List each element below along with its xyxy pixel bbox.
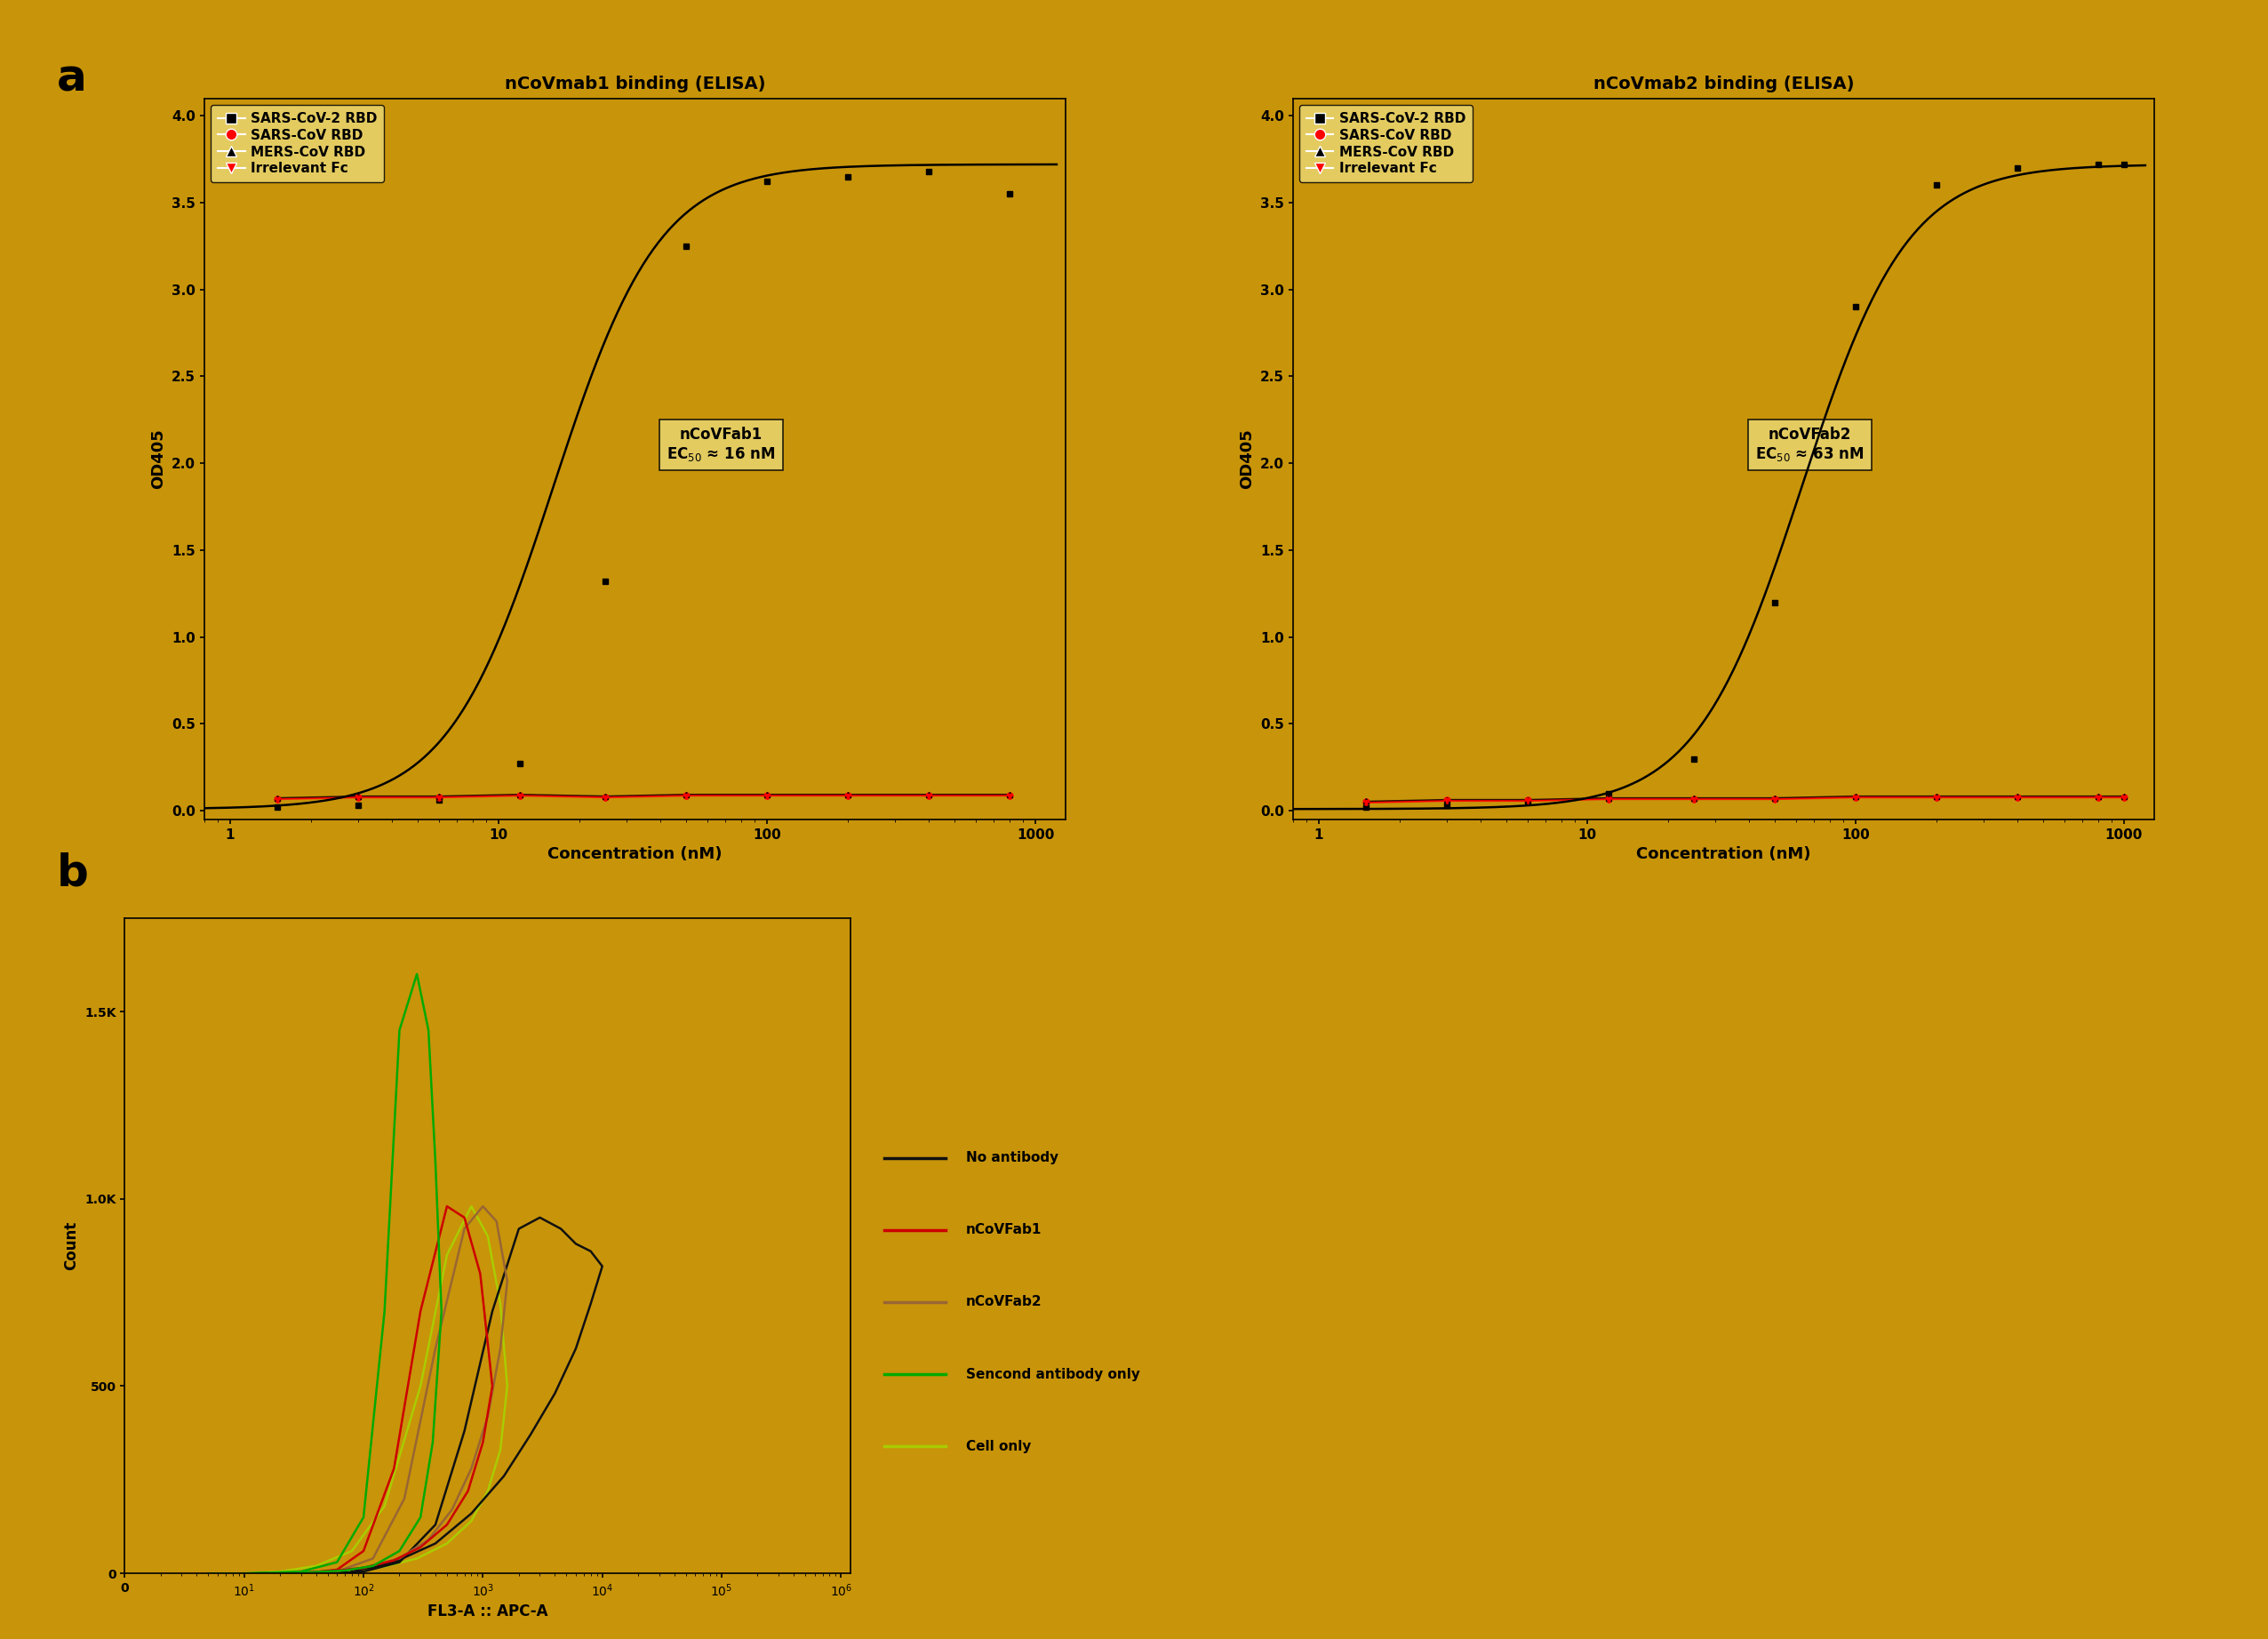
Text: nCoVFab2
EC$_{50}$ ≈ 63 nM: nCoVFab2 EC$_{50}$ ≈ 63 nM: [1755, 426, 1864, 462]
Y-axis label: OD405: OD405: [1238, 429, 1254, 488]
Legend: SARS-CoV-2 RBD, SARS-CoV RBD, MERS-CoV RBD, Irrelevant Fc: SARS-CoV-2 RBD, SARS-CoV RBD, MERS-CoV R…: [211, 105, 383, 182]
Text: nCoVFab2: nCoVFab2: [966, 1295, 1043, 1308]
Text: No antibody: No antibody: [966, 1151, 1059, 1164]
Text: b: b: [57, 852, 88, 895]
X-axis label: Concentration (nM): Concentration (nM): [549, 846, 721, 862]
Text: Sencond antibody only: Sencond antibody only: [966, 1367, 1141, 1380]
Title: nCoVmab1 binding (ELISA): nCoVmab1 binding (ELISA): [503, 75, 767, 92]
X-axis label: FL3-A :: APC-A: FL3-A :: APC-A: [426, 1603, 549, 1619]
Text: nCoVFab1
EC$_{50}$ ≈ 16 nM: nCoVFab1 EC$_{50}$ ≈ 16 nM: [667, 426, 776, 462]
Y-axis label: OD405: OD405: [150, 429, 166, 488]
Text: nCoVFab1: nCoVFab1: [966, 1223, 1041, 1236]
Text: Cell only: Cell only: [966, 1439, 1032, 1452]
X-axis label: Concentration (nM): Concentration (nM): [1637, 846, 1810, 862]
Legend: SARS-CoV-2 RBD, SARS-CoV RBD, MERS-CoV RBD, Irrelevant Fc: SARS-CoV-2 RBD, SARS-CoV RBD, MERS-CoV R…: [1300, 105, 1472, 182]
Y-axis label: Count: Count: [64, 1221, 79, 1270]
Text: a: a: [57, 57, 86, 100]
Title: nCoVmab2 binding (ELISA): nCoVmab2 binding (ELISA): [1592, 75, 1855, 92]
